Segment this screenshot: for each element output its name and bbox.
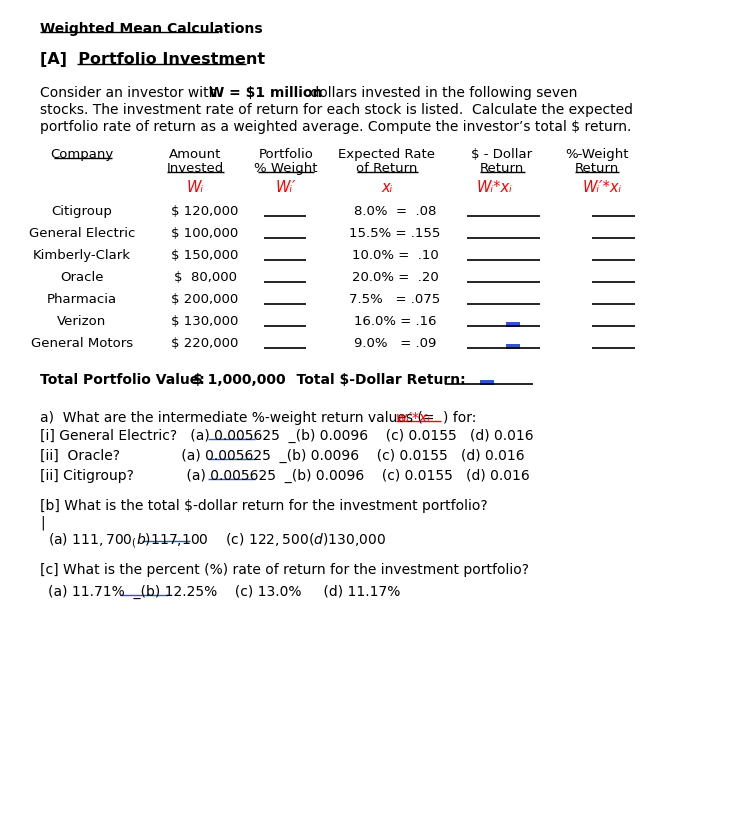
Text: 15.5% = .155: 15.5% = .155 [350, 227, 441, 240]
Text: $ 200,000: $ 200,000 [171, 292, 238, 305]
Bar [480, 381, 494, 386]
Text: $ 150,000: $ 150,000 [171, 249, 238, 262]
Text: Wᵢ*xᵢ: Wᵢ*xᵢ [476, 180, 512, 195]
Text: dollars invested in the following seven: dollars invested in the following seven [306, 86, 578, 100]
Text: Weighted Mean Calculations: Weighted Mean Calculations [40, 22, 262, 36]
Text: xᵢ: xᵢ [381, 180, 393, 195]
Text: Pharmacia: Pharmacia [47, 292, 117, 305]
Text: ) for:: ) for: [443, 410, 476, 424]
Text: Verizon: Verizon [57, 314, 107, 328]
Text: Total $-Dollar Return:: Total $-Dollar Return: [277, 373, 465, 387]
Text: $ 100,000: $ 100,000 [171, 227, 238, 240]
Bar [506, 345, 520, 350]
Text: %-Weight: %-Weight [566, 147, 629, 161]
Text: General Electric: General Electric [29, 227, 135, 240]
Text: 9.0%   = .09: 9.0% = .09 [353, 337, 436, 350]
Text: 16.0% = .16: 16.0% = .16 [353, 314, 436, 328]
Text: $ 1,000,000: $ 1,000,000 [193, 373, 286, 387]
Text: 10.0% =  .10: 10.0% = .10 [352, 249, 438, 262]
Text: Return: Return [480, 162, 524, 174]
Text: $ - Dollar: $ - Dollar [472, 147, 532, 161]
Text: [ii]  Oracle?              (a) 0.005625  _(b) 0.0096    (c) 0.0155   (d) 0.016: [ii] Oracle? (a) 0.005625 _(b) 0.0096 (c… [40, 449, 525, 463]
Text: Wᵢ: Wᵢ [186, 180, 204, 195]
Text: Expected Rate: Expected Rate [338, 147, 435, 161]
Text: $ 220,000: $ 220,000 [171, 337, 238, 350]
Text: (a) $111,700 _(b) $117,100    (c) $122,500   (d) $130,000: (a) $111,700 _(b) $117,100 (c) $122,500 … [48, 531, 387, 550]
Text: Wᵢ′*xᵢ: Wᵢ′*xᵢ [583, 180, 622, 195]
Text: of Return: of Return [356, 162, 417, 174]
Text: Portfolio: Portfolio [259, 147, 314, 161]
Text: Consider an investor with: Consider an investor with [40, 86, 222, 100]
Text: Citigroup: Citigroup [52, 205, 113, 218]
Text: Invested: Invested [166, 162, 223, 174]
Text: Return: Return [575, 162, 619, 174]
Bar [506, 323, 520, 328]
Text: stocks. The investment rate of return for each stock is listed.  Calculate the e: stocks. The investment rate of return fo… [40, 103, 633, 117]
Text: [ii] Citigroup?            (a) 0.005625  _(b) 0.0096    (c) 0.0155   (d) 0.016: [ii] Citigroup? (a) 0.005625 _(b) 0.0096… [40, 468, 529, 482]
Text: portfolio rate of return as a weighted average. Compute the investor’s total $ r: portfolio rate of return as a weighted a… [40, 120, 632, 133]
Text: 7.5%   = .075: 7.5% = .075 [350, 292, 441, 305]
Text: Wᵢ′: Wᵢ′ [276, 180, 296, 195]
Text: $  80,000: $ 80,000 [174, 270, 236, 283]
Text: % Weight: % Weight [254, 162, 318, 174]
Text: |: | [40, 514, 44, 529]
Text: wᵢ′*xᵢ: wᵢ′*xᵢ [396, 410, 431, 424]
Text: Total Portfolio Value:: Total Portfolio Value: [40, 373, 210, 387]
Text: 8.0%  =  .08: 8.0% = .08 [353, 205, 436, 218]
Text: [c] What is the percent (%) rate of return for the investment portfolio?: [c] What is the percent (%) rate of retu… [40, 563, 529, 577]
Text: [i] General Electric?   (a) 0.005625  _(b) 0.0096    (c) 0.0155   (d) 0.016: [i] General Electric? (a) 0.005625 _(b) … [40, 428, 534, 442]
Text: Oracle: Oracle [60, 270, 104, 283]
Text: Company: Company [50, 147, 114, 161]
Text: $ 130,000: $ 130,000 [171, 314, 238, 328]
Text: [b] What is the total $-dollar return for the investment portfolio?: [b] What is the total $-dollar return fo… [40, 499, 487, 513]
Text: a)  What are the intermediate %-weight return values (=: a) What are the intermediate %-weight re… [40, 410, 439, 424]
Text: $ 120,000: $ 120,000 [171, 205, 238, 218]
Text: W = $1 million: W = $1 million [209, 86, 323, 100]
Text: [A]  Portfolio Investment: [A] Portfolio Investment [40, 52, 265, 67]
Text: 20.0% =  .20: 20.0% = .20 [352, 270, 438, 283]
Text: Kimberly-Clark: Kimberly-Clark [33, 249, 131, 262]
Text: (a) 11.71%  _(b) 12.25%    (c) 13.0%     (d) 11.17%: (a) 11.71% _(b) 12.25% (c) 13.0% (d) 11.… [48, 584, 400, 599]
Text: General Motors: General Motors [31, 337, 133, 350]
Text: Amount: Amount [168, 147, 221, 161]
